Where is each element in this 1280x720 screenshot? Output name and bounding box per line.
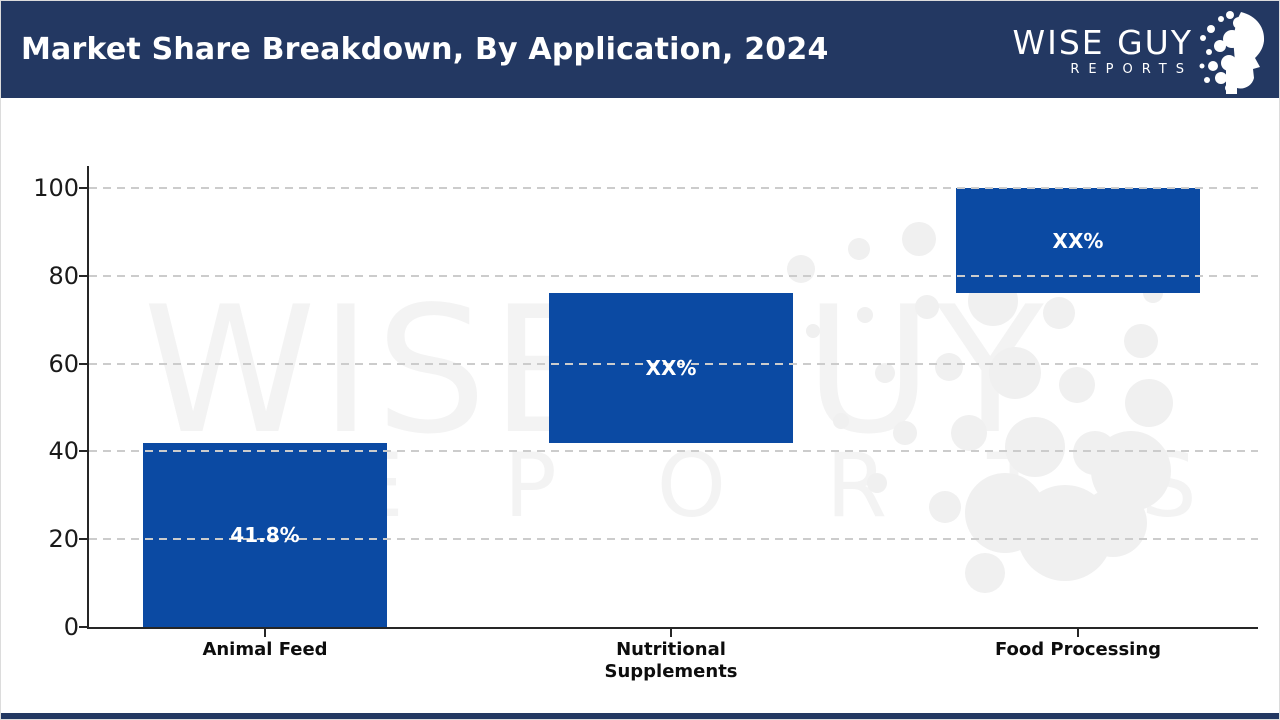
watermark-dot	[965, 553, 1005, 593]
y-tick-label: 20	[48, 525, 79, 554]
watermark-dot	[833, 413, 849, 429]
watermark-dot	[915, 295, 939, 319]
page-title: Market Share Breakdown, By Application, …	[21, 32, 829, 67]
y-gridline	[89, 450, 1258, 453]
y-gridline	[89, 187, 1258, 189]
watermark-dot	[902, 222, 936, 256]
y-axis-spine	[87, 166, 89, 629]
x-tick-mark	[1077, 629, 1079, 637]
watermark-dot	[1059, 367, 1095, 403]
brand-logo: WISE GUY REPORTS	[1012, 7, 1267, 95]
watermark-dot	[857, 307, 873, 323]
dotted-head-profile-icon	[1199, 11, 1265, 94]
watermark-dot	[1005, 417, 1065, 477]
category-label: Animal Feed	[202, 639, 328, 660]
category-label: Nutritional Supplements	[604, 639, 738, 682]
bar	[143, 443, 387, 627]
header-bar: Market Share Breakdown, By Application, …	[1, 1, 1279, 98]
watermark-dot	[951, 415, 987, 451]
bar	[549, 293, 793, 444]
y-tick-label: 0	[63, 613, 79, 641]
bar-value-label: 41.8%	[230, 523, 300, 548]
x-tick-mark	[264, 629, 266, 637]
y-tick-mark	[79, 450, 87, 453]
bar-value-label: XX%	[1052, 228, 1104, 253]
watermark-dot	[1091, 431, 1171, 511]
watermark-dot	[1125, 379, 1173, 427]
watermark-dot	[875, 363, 895, 383]
watermark-dot	[929, 491, 961, 523]
y-tick-label: 80	[48, 261, 79, 290]
watermark-dot	[806, 324, 820, 338]
y-tick-mark	[79, 362, 87, 365]
watermark-dot	[848, 238, 870, 260]
watermark-dot	[867, 473, 887, 493]
y-tick-mark	[79, 538, 87, 541]
watermark-dot	[1043, 297, 1075, 329]
x-axis-spine	[87, 627, 1258, 629]
y-tick-label: 60	[48, 349, 79, 378]
y-gridline	[89, 274, 1258, 277]
x-tick-mark	[670, 629, 672, 637]
y-tick-label: 40	[48, 437, 79, 466]
watermark-dot	[989, 347, 1041, 399]
y-tick-mark	[79, 626, 87, 628]
bar-value-label: XX%	[645, 356, 697, 381]
y-gridline	[89, 538, 1258, 541]
watermark-dot	[935, 353, 963, 381]
watermark-dot	[787, 255, 815, 283]
brand-subname: REPORTS	[1070, 62, 1193, 77]
watermark-dot	[893, 421, 917, 445]
footer-bar	[1, 713, 1279, 719]
category-label: Food Processing	[994, 639, 1162, 660]
y-tick-mark	[79, 274, 87, 277]
brand-name: WISE GUY	[1012, 23, 1193, 62]
y-tick-mark	[79, 187, 87, 189]
watermark-dot	[1124, 324, 1158, 358]
y-tick-label: 100	[33, 174, 79, 202]
y-gridline	[89, 362, 1258, 365]
brand-logo-text: WISE GUY REPORTS	[1012, 26, 1193, 76]
